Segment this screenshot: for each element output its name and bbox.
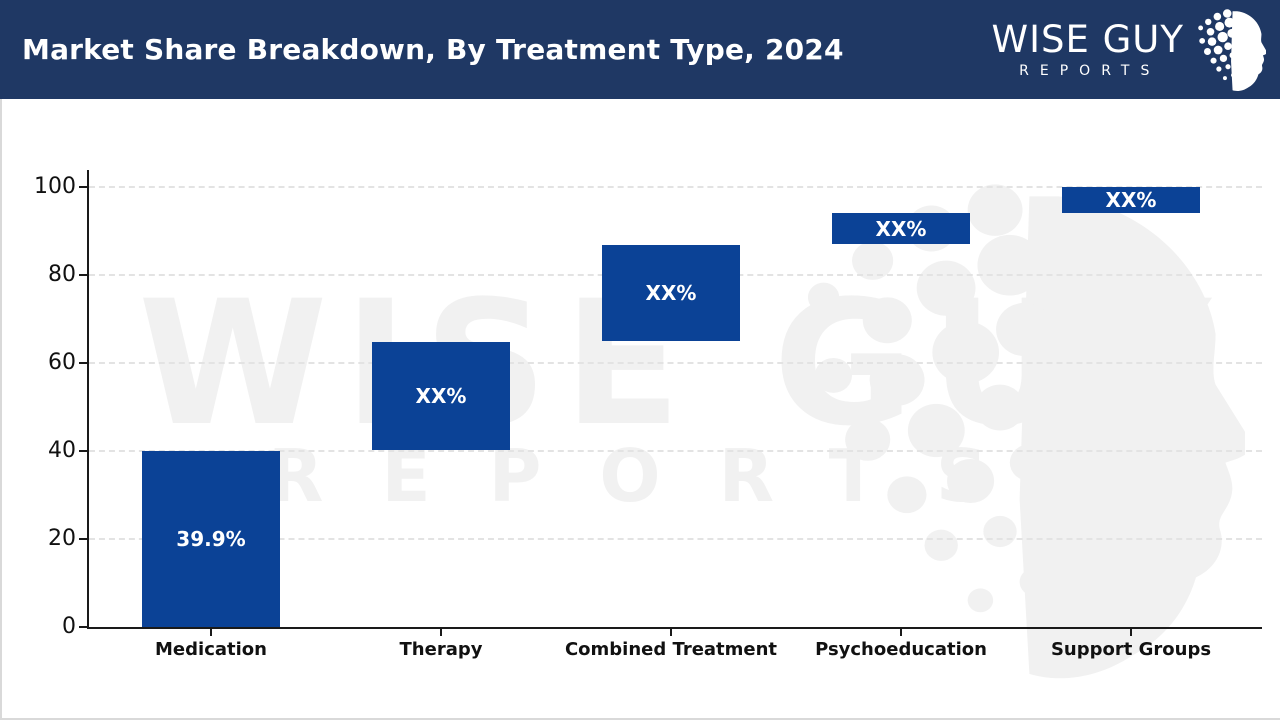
y-tick-label: 0 [62, 614, 76, 639]
y-tick-label: 80 [48, 262, 76, 287]
bar-value-label: XX% [415, 383, 467, 408]
x-category-label: Combined Treatment [564, 639, 778, 660]
bar-psychoeducation: XX% [832, 213, 970, 245]
bar-support-groups: XX% [1062, 187, 1200, 213]
watermark-face-icon [807, 184, 1245, 679]
y-tick-mark [79, 186, 87, 188]
gridline-40 [89, 450, 1262, 452]
report-header: Market Share Breakdown, By Treatment Typ… [0, 0, 1280, 99]
gridline-20 [89, 538, 1262, 540]
bar-value-label: XX% [1105, 187, 1157, 212]
x-category-label: Medication [155, 639, 267, 660]
gridline-60 [89, 362, 1262, 364]
y-tick-mark [79, 626, 87, 628]
x-tick-mark [1130, 629, 1132, 636]
logo-subtext: REPORTS [1019, 62, 1161, 79]
logo-wordmark: WISE GUY [991, 17, 1184, 61]
x-category-label: Therapy [399, 639, 483, 660]
y-tick-label: 60 [48, 350, 76, 375]
logo-face-icon [1198, 8, 1266, 91]
bar-combined-treatment: XX% [602, 244, 740, 341]
y-tick-mark [79, 362, 87, 364]
bar-value-label: 39.9% [176, 527, 246, 552]
y-tick-label: 100 [34, 174, 76, 199]
x-category-label: Psychoeducation [815, 639, 987, 660]
bar-value-label: XX% [645, 280, 697, 305]
bar-value-label: XX% [875, 216, 927, 241]
x-tick-mark [440, 629, 442, 636]
page-bottom-border [0, 718, 1280, 720]
x-axis-line [87, 627, 1262, 629]
y-tick-label: 40 [48, 438, 76, 463]
y-tick-mark [79, 450, 87, 452]
x-category-label: Support Groups [1050, 639, 1212, 660]
y-tick-mark [79, 538, 87, 540]
logo-text: WISE GUY REPORTS [992, 21, 1184, 79]
y-tick-mark [79, 274, 87, 276]
gridline-100 [89, 186, 1262, 188]
y-tick-label: 20 [48, 526, 76, 551]
page-title: Market Share Breakdown, By Treatment Typ… [22, 33, 844, 66]
page-left-border [0, 99, 2, 720]
x-tick-mark [900, 629, 902, 636]
x-tick-mark [670, 629, 672, 636]
x-tick-mark [210, 629, 212, 636]
wiseguy-logo: WISE GUY REPORTS [992, 8, 1266, 92]
bar-therapy: XX% [372, 341, 510, 451]
y-axis-line [87, 170, 89, 629]
bar-medication: 39.9% [142, 451, 280, 627]
